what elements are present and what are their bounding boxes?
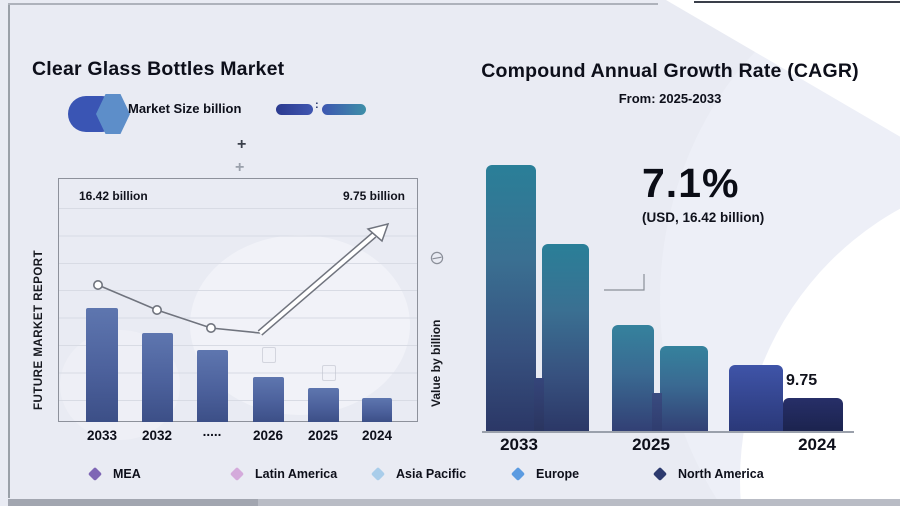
legend-label: Europe: [536, 467, 580, 481]
left-border-line: [8, 3, 10, 498]
right-bar-2024-primary: [729, 365, 783, 432]
right-header: Compound Annual Growth Rate (CAGR) From:…: [455, 60, 885, 106]
ratio-pill-right: [322, 104, 366, 115]
cagr-note: (USD, 16.42 billion): [642, 210, 765, 225]
plus-mark-icon-faint: +: [235, 159, 245, 176]
ratio-colon: :: [315, 99, 319, 111]
latin-america-diamond-icon: [229, 466, 245, 482]
x-label-ellipsis: .....: [202, 424, 222, 439]
x-label-2026: 2026: [252, 428, 284, 443]
right-x-axis-line: [482, 431, 854, 433]
start-value-annotation: 16.42 billion: [79, 189, 148, 203]
right-bar-2033-secondary: [542, 244, 589, 432]
europe-diamond-icon: [510, 466, 526, 482]
legend-item-asia-pacific: Asia Pacific: [370, 466, 467, 482]
bar-2024: [362, 398, 392, 422]
right-bar-2033-merge: [534, 378, 544, 432]
left-chart-title: Clear Glass Bottles Market: [32, 58, 285, 80]
right-chart-title: Compound Annual Growth Rate (CAGR): [481, 60, 859, 82]
right-x-label-2033: 2033: [500, 435, 538, 454]
trend-line-arrow: [92, 222, 390, 336]
right-x-label-2025: 2025: [632, 435, 670, 454]
faint-clipboard-icon: [262, 347, 276, 363]
bar-2025: [308, 388, 339, 422]
x-label-2025: 2025: [307, 428, 339, 443]
legend-item-north-america: North America: [652, 466, 764, 482]
legend-label: North America: [678, 467, 764, 481]
right-bar-2025-secondary: [660, 346, 708, 432]
gridlines: [59, 208, 417, 421]
bar-2032: [142, 333, 173, 422]
mea-diamond-icon: [87, 466, 103, 482]
faint-clipboard-icon: [322, 365, 336, 381]
market-size-legend-label: Market Size billion: [128, 101, 242, 116]
right-bar-2025-merge: [652, 393, 662, 432]
legend-label: MEA: [113, 467, 141, 481]
bar-ellipsis: [197, 350, 228, 422]
legend-label: Asia Pacific: [396, 467, 467, 481]
north-america-diamond-icon: [652, 466, 668, 482]
end-value-annotation: 9.75 billion: [342, 189, 405, 203]
legend-item-latin-america: Latin America: [229, 466, 338, 482]
bottom-border-strip-dark: [8, 499, 258, 506]
value-by-billion-axis-label: Value by billion: [429, 319, 443, 407]
bottom-border-strip: [8, 499, 900, 506]
legend-label: Latin America: [255, 467, 338, 481]
x-label-2033: 2033: [86, 428, 118, 443]
right-bar-2025-primary: [612, 325, 654, 432]
circle-minus-icon: [430, 251, 444, 265]
bar-2033: [86, 308, 118, 422]
x-label-2024: 2024: [361, 428, 393, 443]
right-bar-2024-secondary: [783, 398, 843, 432]
step-corner-annotation: [604, 274, 645, 291]
ratio-pill-left: [276, 104, 313, 115]
right-chart-subtitle: From: 2025-2033: [618, 91, 722, 106]
future-market-report-watermark: FUTURE MARKET REPORT: [33, 249, 45, 410]
cagr-block: 7.1% (USD, 16.42 billion): [642, 160, 764, 225]
right-bar-2033-primary: [486, 165, 536, 432]
right-x-label-2024: 2024: [798, 435, 836, 454]
x-label-2032: 2032: [141, 428, 173, 443]
legend-item-mea: MEA: [87, 466, 141, 482]
top-right-border-line: [694, 1, 900, 3]
value-9-75-annotation: 9.75: [786, 372, 818, 389]
legend-item-europe: Europe: [510, 466, 580, 482]
cagr-value: 7.1%: [642, 160, 740, 206]
left-chart-plot-area: 16.42 billion 9.75 billion: [58, 178, 418, 422]
bar-2026: [253, 377, 284, 422]
top-border-line: [8, 3, 658, 5]
asia-pacific-diamond-icon: [370, 466, 386, 482]
plus-mark-icon: +: [237, 136, 247, 153]
